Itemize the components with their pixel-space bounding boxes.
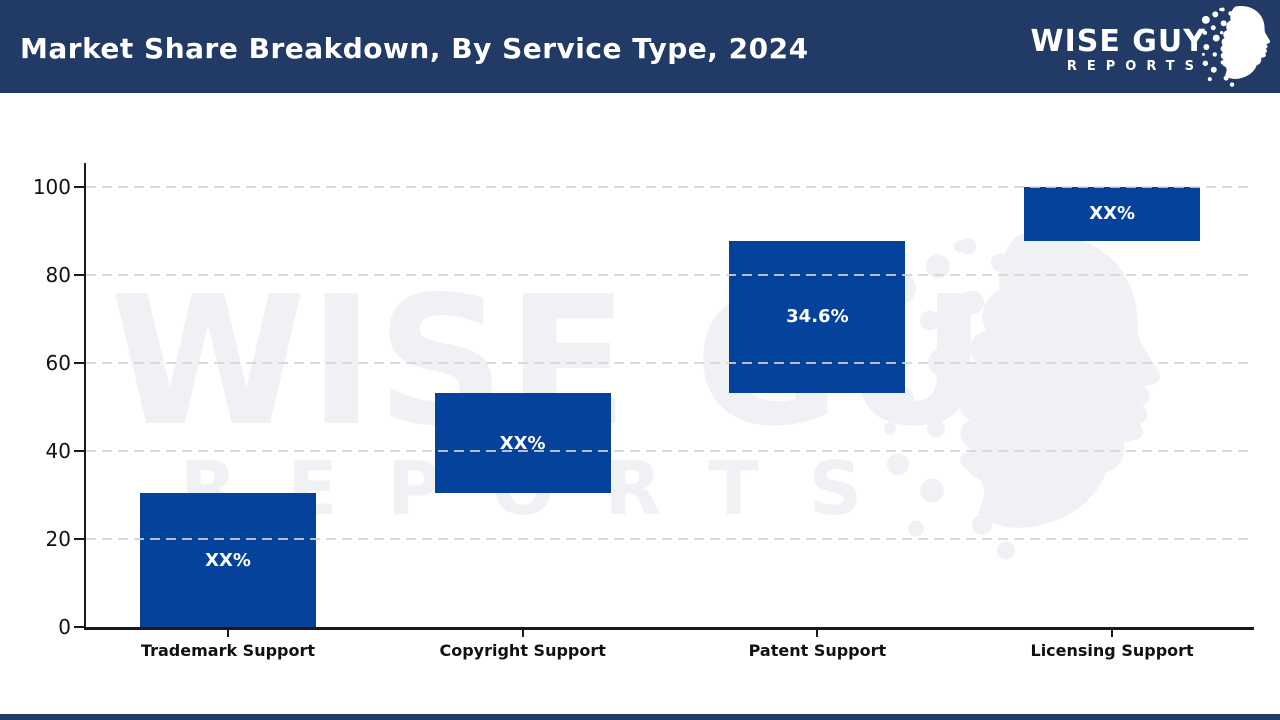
y-tick-label: 0 [58,615,71,639]
x-tick-label-1: Trademark Support [140,641,316,660]
bar-value-label: XX% [1089,203,1135,225]
y-axis-spine [84,163,86,629]
y-tick [74,450,85,452]
bar-patent-support [729,240,906,393]
y-tick-label: 20 [45,527,71,551]
bar-value-label: XX% [499,432,546,454]
y-tick-label: 40 [45,439,71,463]
bar-copyright-support [434,392,611,494]
chart-title: Market Share Breakdown, By Service Type,… [20,32,809,65]
x-tick [1111,630,1114,637]
header-bar: Market Share Breakdown, By Service Type,… [0,0,1280,93]
y-tick [74,538,85,540]
y-tick-label: 80 [45,263,71,287]
gridline [86,450,1253,452]
x-tick-label-4: Licensing Support [1030,641,1194,660]
gridline [86,274,1253,276]
footer-bar [0,714,1280,720]
x-axis-spine [84,627,1254,630]
bar-licensing-support [1024,187,1201,241]
gridline [86,362,1253,364]
x-tick-label-2: Copyright Support [439,641,606,660]
gridline [86,538,1253,540]
gridline [86,186,1253,188]
y-tick [74,274,85,276]
brand-logo: WISE GUY REPORTS [1026,0,1276,93]
x-tick [227,630,229,637]
y-tick [74,362,85,364]
y-tick [74,626,85,628]
y-tick-label: 100 [32,175,71,199]
bar-value-label: XX% [205,549,251,571]
y-tick [74,186,85,188]
y-tick-label: 60 [45,351,71,375]
brand-subtitle: REPORTS [1066,59,1204,74]
bar-value-label: 34.6% [786,306,849,328]
brand-head-icon [1198,5,1274,89]
x-tick [816,630,819,637]
bar-trademark-support [140,493,316,627]
x-tick-label-3: Patent Support [748,641,887,660]
brand-name: WISE GUY [1030,24,1206,59]
x-tick [521,630,524,637]
